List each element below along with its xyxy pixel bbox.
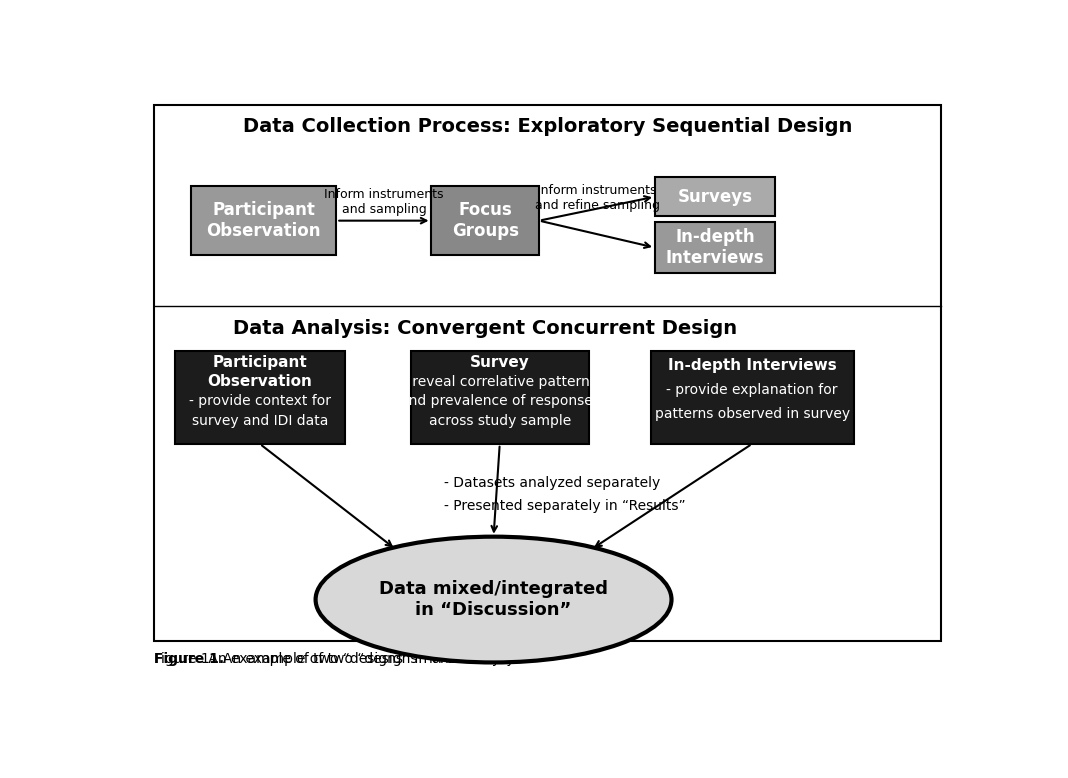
Text: Participant
Observation: Participant Observation bbox=[206, 202, 321, 240]
FancyBboxPatch shape bbox=[650, 351, 853, 443]
Text: Observation: Observation bbox=[207, 374, 312, 390]
Text: - Datasets analyzed separately
- Presented separately in “Results”: - Datasets analyzed separately - Present… bbox=[444, 476, 686, 513]
Text: - reveal correlative patterns: - reveal correlative patterns bbox=[403, 375, 597, 389]
Text: Participant: Participant bbox=[213, 355, 308, 370]
FancyBboxPatch shape bbox=[175, 351, 345, 443]
Text: An example of two “designs” in one study.: An example of two “designs” in one study… bbox=[204, 653, 502, 667]
Text: Survey: Survey bbox=[470, 355, 530, 370]
Text: - provide context for: - provide context for bbox=[189, 394, 331, 408]
Text: Data Collection Process: Exploratory Sequential Design: Data Collection Process: Exploratory Seq… bbox=[242, 117, 852, 136]
FancyBboxPatch shape bbox=[154, 105, 941, 642]
Text: Surveys: Surveys bbox=[677, 187, 753, 205]
Text: Data Analysis: Convergent Concurrent Design: Data Analysis: Convergent Concurrent Des… bbox=[233, 319, 737, 338]
FancyBboxPatch shape bbox=[191, 186, 336, 255]
Text: In-depth Interviews: In-depth Interviews bbox=[668, 358, 836, 373]
FancyBboxPatch shape bbox=[655, 177, 775, 216]
Ellipse shape bbox=[316, 537, 672, 663]
Text: and prevalence of responses: and prevalence of responses bbox=[399, 394, 600, 408]
Text: Figure 1.: Figure 1. bbox=[154, 653, 224, 667]
Text: patterns observed in survey: patterns observed in survey bbox=[655, 408, 850, 422]
Text: Focus
Groups: Focus Groups bbox=[452, 202, 519, 240]
Text: Data mixed/integrated
in “Discussion”: Data mixed/integrated in “Discussion” bbox=[379, 580, 608, 619]
FancyBboxPatch shape bbox=[431, 186, 539, 255]
Text: across study sample: across study sample bbox=[428, 414, 571, 428]
Text: In-depth
Interviews: In-depth Interviews bbox=[665, 228, 765, 267]
Text: - provide explanation for: - provide explanation for bbox=[666, 383, 838, 397]
Text: Figure 1.  An example of two “designs” in one study.: Figure 1. An example of two “designs” in… bbox=[154, 653, 517, 667]
FancyBboxPatch shape bbox=[655, 223, 775, 273]
Text: survey and IDI data: survey and IDI data bbox=[191, 414, 328, 428]
Text: Inform instruments
and refine sampling: Inform instruments and refine sampling bbox=[534, 184, 660, 212]
FancyBboxPatch shape bbox=[411, 351, 588, 443]
Text: Inform instruments
and sampling: Inform instruments and sampling bbox=[324, 187, 443, 216]
